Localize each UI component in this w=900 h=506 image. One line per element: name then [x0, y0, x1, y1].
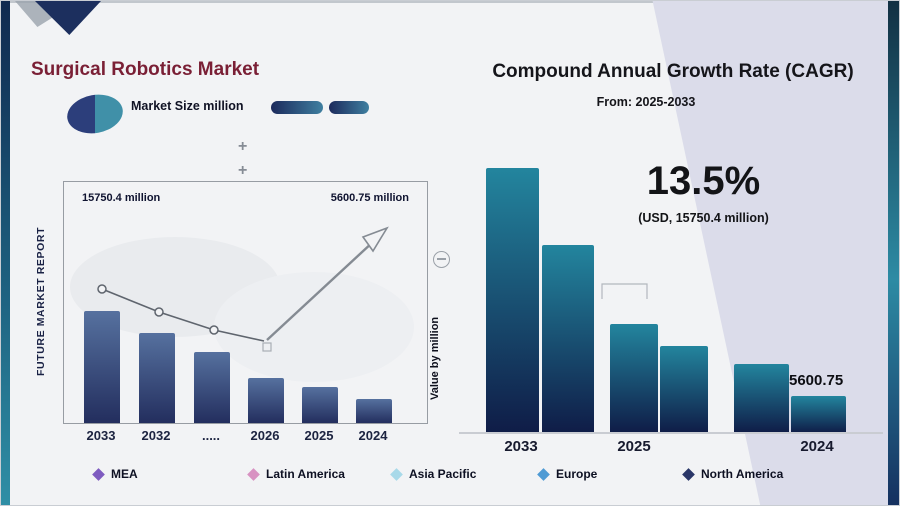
pie-icon: [64, 90, 126, 138]
legend-label: North America: [701, 467, 784, 481]
cagr-period-label: From: 2025-2033: [596, 95, 696, 109]
y-axis-label: Value by million: [429, 316, 441, 401]
cagr-note: (USD, 15750.4 million): [638, 211, 769, 225]
market-size-bar-2025: [302, 387, 338, 423]
future-market-report-label: FUTURE MARKET REPORT: [35, 226, 47, 377]
diamond-marker-icon: [92, 467, 105, 481]
cagr-value: 13.5%: [646, 159, 761, 203]
plus-icon: +: [238, 162, 248, 179]
legend-label: Latin America: [266, 467, 345, 481]
left-chart-title: Surgical Robotics Market: [31, 59, 260, 80]
right-chart-title: Compound Annual Growth Rate (CAGR): [492, 61, 854, 82]
market-size-bar-2033: [84, 311, 120, 423]
x-axis-label: 2026: [250, 428, 280, 443]
x-axis-label: 2025: [617, 438, 651, 455]
x-axis-label: 2024: [800, 438, 834, 455]
plus-icon: +: [238, 138, 248, 155]
cagr-bar-2033-secondary: [542, 245, 594, 433]
x-axis-label: 2032: [141, 428, 171, 443]
legend-pill-icon: [271, 101, 323, 114]
legend-item-europe: Europe: [537, 467, 598, 481]
market-size-bars: [64, 182, 427, 423]
x-axis-label: 2033: [86, 428, 116, 443]
legend-item-mea: MEA: [92, 467, 138, 481]
cagr-bar-2025-primary: [610, 324, 658, 433]
value-label-2024: 5600.75 million: [330, 192, 409, 204]
left-edge-stripe: [1, 1, 10, 505]
market-size-bar-2026: [248, 378, 284, 423]
diamond-marker-icon: [247, 467, 260, 481]
right-x-axis: 2033 2025 2024: [456, 438, 886, 458]
cagr-bar-2033-primary: [486, 168, 539, 433]
value-annotation-5600: 5600.75: [789, 372, 844, 389]
market-size-bar-.....: [194, 352, 230, 423]
cagr-bars: [456, 161, 886, 433]
legend-label: Europe: [556, 467, 598, 481]
cagr-bar-2024-primary: [734, 364, 789, 433]
market-size-bar-2024: [356, 399, 392, 423]
legend-item-latin-america: Latin America: [247, 467, 345, 481]
diamond-marker-icon: [390, 467, 403, 481]
right-edge-stripe: [888, 1, 899, 505]
market-size-chart: 15750.4 million 5600.75 million: [63, 181, 428, 424]
legend-item-asia-pacific: Asia Pacific: [390, 467, 477, 481]
diamond-marker-icon: [682, 467, 695, 481]
legend-label: MEA: [111, 467, 138, 481]
x-axis-label: 2033: [504, 438, 538, 455]
x-axis-label: 2024: [358, 428, 388, 443]
region-legend: MEA Latin America Asia Pacific Europe North …: [1, 467, 899, 487]
cagr-bar-2024-secondary: [791, 396, 846, 433]
market-size-legend-label: Market Size million: [131, 99, 244, 113]
x-axis-label: 2025: [304, 428, 334, 443]
circled-dash-icon: [433, 251, 450, 268]
legend-item-north-america: North America: [682, 467, 784, 481]
top-border-line: [1, 1, 899, 3]
market-size-bar-2032: [139, 333, 175, 423]
cagr-bar-2025-secondary: [660, 346, 708, 433]
diamond-marker-icon: [537, 467, 550, 481]
legend-pill-icon: [329, 101, 369, 114]
left-x-axis: 2033 2032..... 2026 2025 2024: [63, 428, 426, 446]
x-axis-label: .....: [201, 428, 221, 443]
value-label-2033: 15750.4 million: [82, 192, 161, 204]
right-chart-baseline: [459, 432, 883, 434]
legend-label: Asia Pacific: [409, 467, 477, 481]
